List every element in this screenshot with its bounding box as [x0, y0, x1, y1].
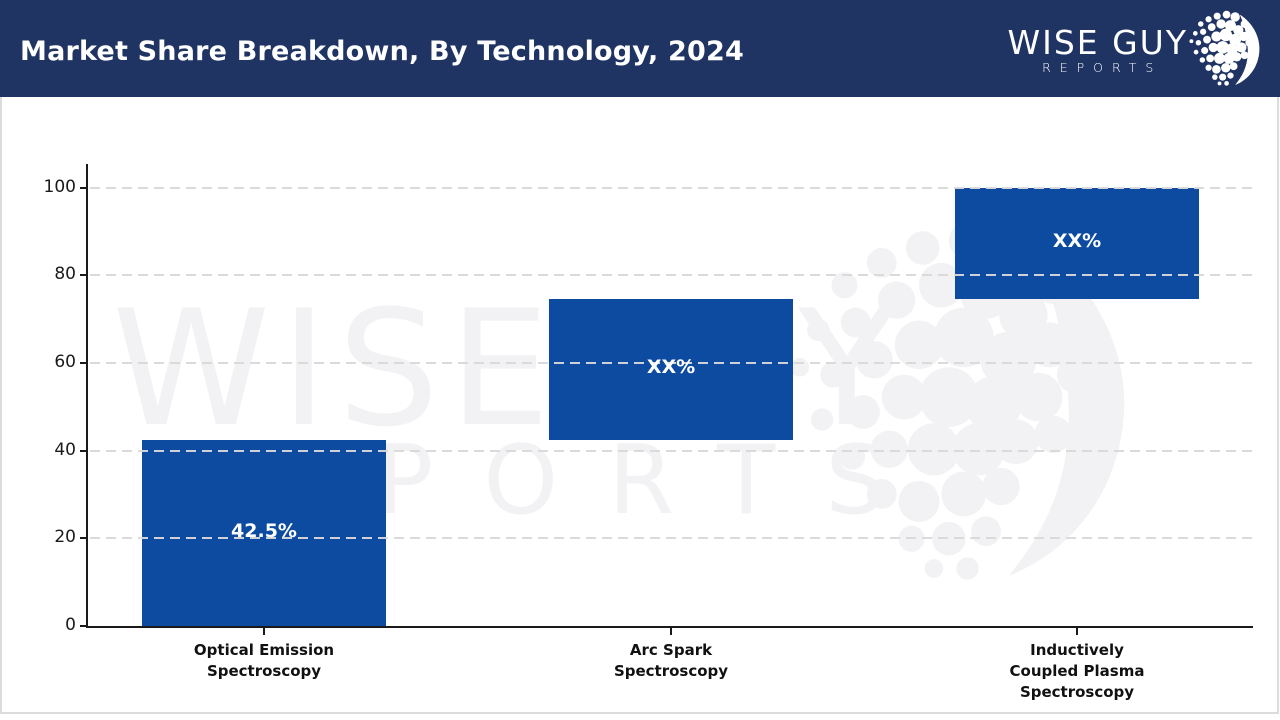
logo-text: WISE GUY REPORTS [1007, 23, 1188, 75]
category-label: Arc Spark Spectroscopy [521, 640, 821, 682]
y-axis-tick-label: 60 [54, 351, 76, 372]
y-axis-tick-label: 20 [54, 527, 76, 548]
bar-value-label: XX% [1052, 230, 1102, 253]
category-label: Optical Emission Spectroscopy [114, 640, 414, 682]
bar-value-label: XX% [646, 356, 696, 379]
wiseguy-head-logo-icon [1189, 10, 1260, 86]
y-axis-line [86, 164, 88, 628]
x-axis-tick [670, 628, 672, 635]
y-axis-tick-label: 40 [54, 439, 76, 460]
x-axis-tick [1076, 628, 1078, 635]
bar-3 [955, 187, 1199, 300]
x-axis-tick [263, 628, 265, 635]
category-label-line: Coupled Plasma [1009, 662, 1145, 680]
header-bar: Market Share Breakdown, By Technology, 2… [0, 0, 1280, 97]
category-label-line: Optical Emission [193, 641, 335, 659]
y-axis-tick-label: 0 [65, 615, 76, 635]
y-axis-tick [80, 274, 88, 277]
y-axis-tick [80, 625, 88, 627]
y-axis-tick [80, 186, 88, 189]
category-label: Inductively Coupled Plasma Spectroscopy [927, 640, 1227, 703]
category-label-line: Arc Spark [629, 641, 713, 659]
y-axis-tick-label: 80 [54, 264, 76, 285]
y-axis-tick-label: 100 [43, 176, 76, 197]
logo-subtitle: REPORTS [1042, 60, 1163, 75]
y-axis-tick [80, 449, 88, 452]
page-title: Market Share Breakdown, By Technology, 2… [20, 36, 745, 67]
category-label-line: Spectroscopy [613, 662, 729, 680]
gridline-y60 [90, 361, 1253, 364]
wiseguy-logo: WISE GUY REPORTS [1007, 8, 1268, 90]
gridline-y20 [90, 537, 1253, 540]
category-label-line: Spectroscopy [206, 662, 322, 680]
y-axis-tick [80, 361, 88, 364]
category-label-line: Spectroscopy [1019, 683, 1135, 701]
gridline-y80 [90, 274, 1253, 277]
gridline-y40 [90, 449, 1253, 452]
logo-name: WISE GUY [1007, 23, 1188, 62]
gridline-y100 [90, 186, 1253, 189]
y-axis-tick [80, 537, 88, 540]
category-label-line: Inductively [1030, 641, 1124, 659]
x-axis-line [86, 626, 1253, 628]
bar-2 [549, 299, 793, 440]
bar-value-label: 42.5% [231, 519, 297, 542]
bar-1 [142, 439, 386, 626]
